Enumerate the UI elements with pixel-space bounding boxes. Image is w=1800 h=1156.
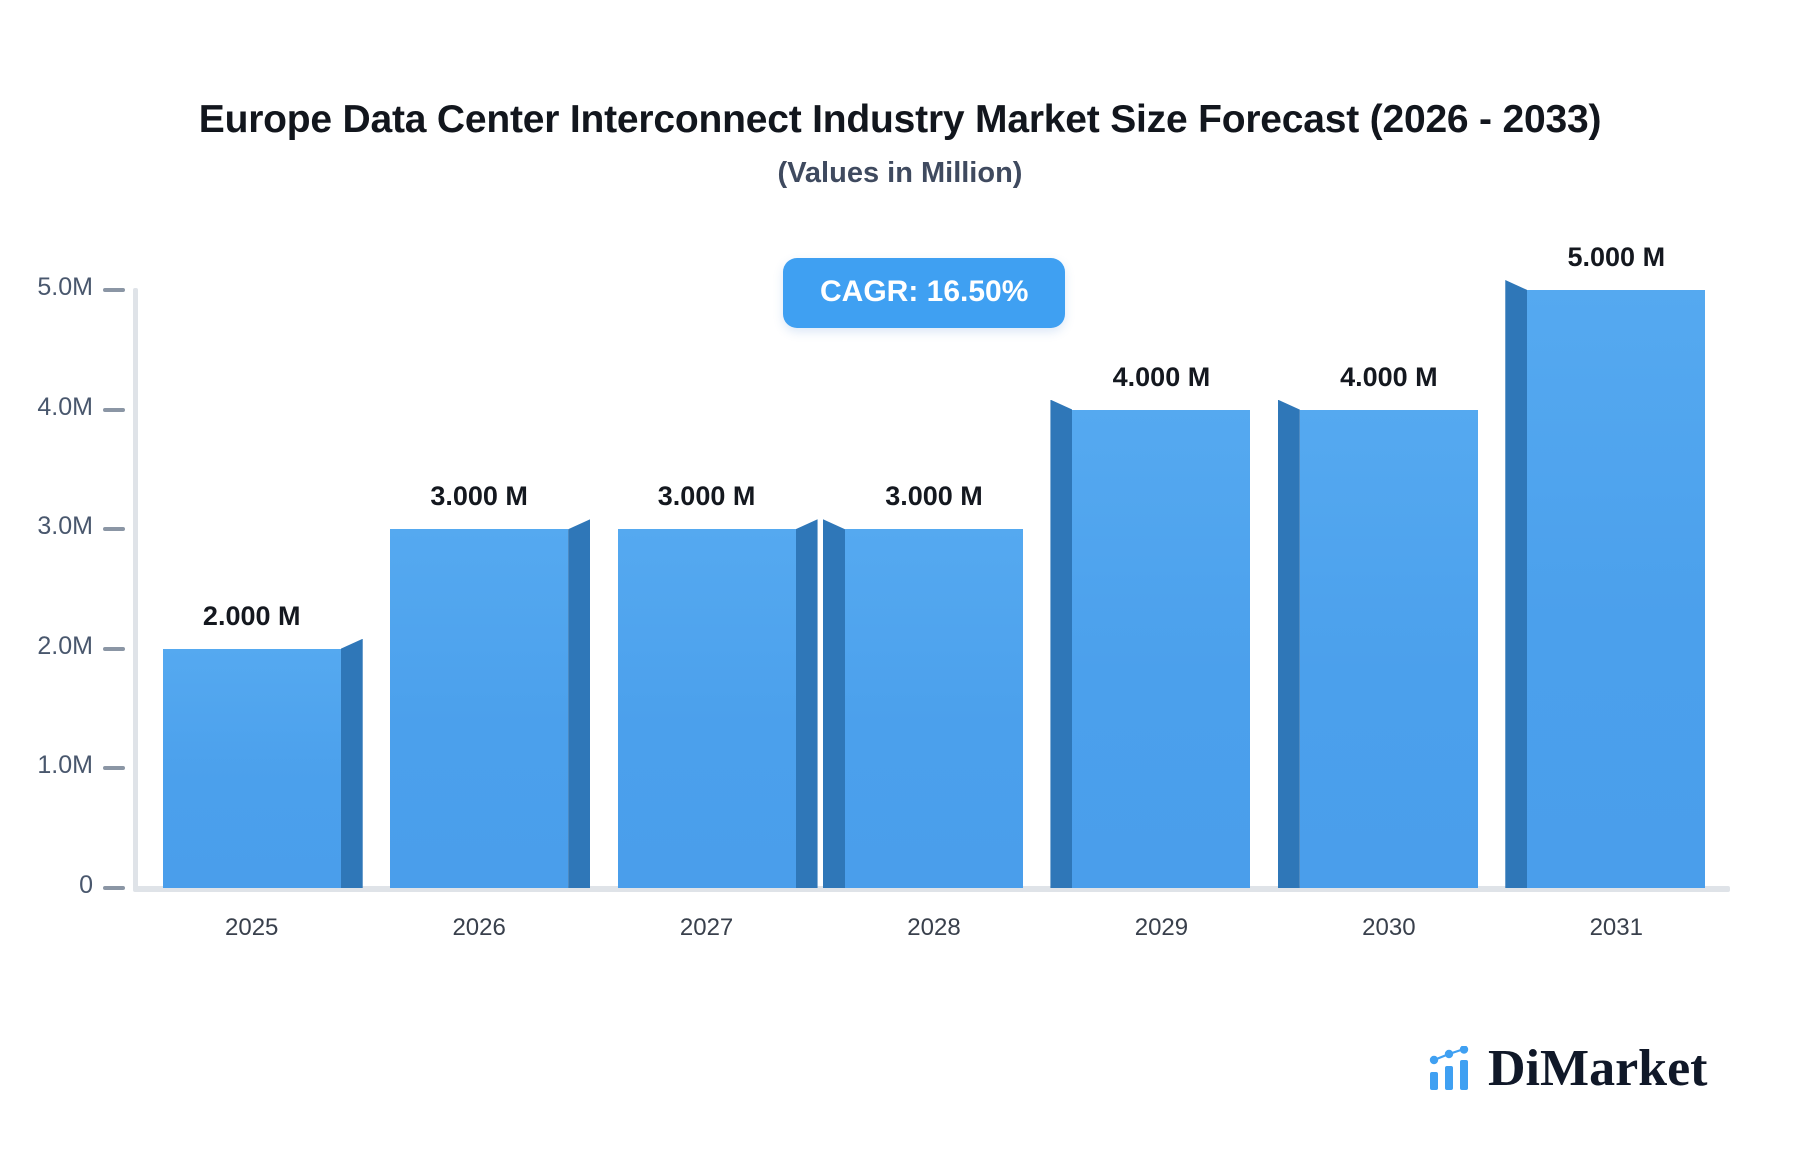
brand-name: DiMarket — [1488, 1040, 1708, 1097]
bar-column[interactable]: 5.000 M 2031 — [1505, 242, 1706, 941]
y-axis-tick-mark — [103, 886, 125, 890]
bar-column[interactable]: 3.000 M 2026 — [390, 481, 591, 941]
chart-title: Europe Data Center Interconnect Industry… — [198, 98, 1602, 141]
y-axis-tick-label: 3.0M — [37, 512, 93, 541]
bar-side-face — [568, 519, 591, 888]
y-axis-tick-mark — [103, 646, 125, 651]
bar-value-label: 4.000 M — [1340, 361, 1438, 392]
bar-side-face — [340, 638, 363, 888]
bar-chart-icon — [1429, 1046, 1469, 1090]
y-axis-tick-label: 4.0M — [37, 392, 93, 421]
y-axis-tick-label: 1.0M — [37, 751, 93, 780]
chart-subtitle: (Values in Million) — [777, 156, 1023, 189]
title-block: Europe Data Center Interconnect Industry… — [0, 98, 1800, 190]
bar-column[interactable]: 4.000 M 2029 — [1050, 362, 1251, 941]
y-axis-tick-label: 5.0M — [37, 273, 93, 301]
x-axis-tick-label: 2030 — [1362, 913, 1416, 941]
bar-column[interactable]: 4.000 M 2030 — [1277, 362, 1478, 941]
y-axis-tick-label: 0 — [79, 871, 93, 899]
bar-column[interactable]: 3.000 M 2028 — [823, 481, 1023, 941]
bar-side-face — [795, 519, 818, 888]
bar-column[interactable]: 2.000 M 2025 — [162, 601, 363, 941]
bar-value-label: 5.000 M — [1567, 242, 1666, 272]
x-axis-tick-label: 2031 — [1589, 914, 1643, 941]
bar-column[interactable]: 3.000 M 2027 — [617, 481, 818, 941]
bar-value-label: 3.000 M — [430, 481, 528, 512]
y-axis-tick-mark — [103, 288, 125, 292]
bar-front-face — [1527, 290, 1706, 888]
x-axis-tick-label: 2029 — [1134, 913, 1189, 941]
bar-side-face — [823, 519, 845, 888]
y-axis-line — [133, 288, 138, 890]
bar-shape — [1505, 280, 1706, 888]
bar-side-face — [1277, 399, 1300, 888]
bar-front-face — [1299, 409, 1478, 888]
bar-value-label: 3.000 M — [885, 481, 983, 512]
cagr-badge: CAGR: 16.50% — [783, 258, 1066, 328]
brand-logo: DiMarket — [1428, 1043, 1707, 1095]
x-axis-tick-label: 2026 — [452, 913, 506, 941]
bar-shape — [823, 519, 1023, 888]
bar-side-face — [1050, 399, 1073, 888]
bar-shape — [1277, 399, 1478, 888]
bar-value-label: 2.000 M — [202, 600, 301, 631]
bar-front-face — [617, 529, 796, 888]
x-axis-tick-label: 2028 — [907, 913, 961, 941]
x-axis-tick-label: 2027 — [679, 913, 734, 941]
bar-shape — [390, 519, 591, 888]
bar-front-face — [1072, 409, 1251, 888]
bar-front-face — [390, 529, 569, 888]
bar-shape — [617, 519, 818, 888]
bar-front-face — [845, 529, 1023, 888]
bar-shape — [1050, 399, 1251, 888]
x-axis-line — [133, 886, 1730, 892]
y-axis-tick-mark — [103, 766, 125, 771]
y-axis-tick-label: 2.0M — [37, 631, 93, 660]
x-axis-tick-label: 2025 — [225, 913, 279, 941]
bar-shape — [162, 638, 363, 888]
y-axis-tick-mark — [103, 527, 125, 532]
bar-value-label: 4.000 M — [1112, 361, 1211, 392]
bar-side-face — [1505, 280, 1528, 888]
y-axis-tick-mark — [103, 407, 125, 412]
bar-front-face — [162, 648, 341, 888]
bar-value-label: 3.000 M — [657, 481, 756, 512]
